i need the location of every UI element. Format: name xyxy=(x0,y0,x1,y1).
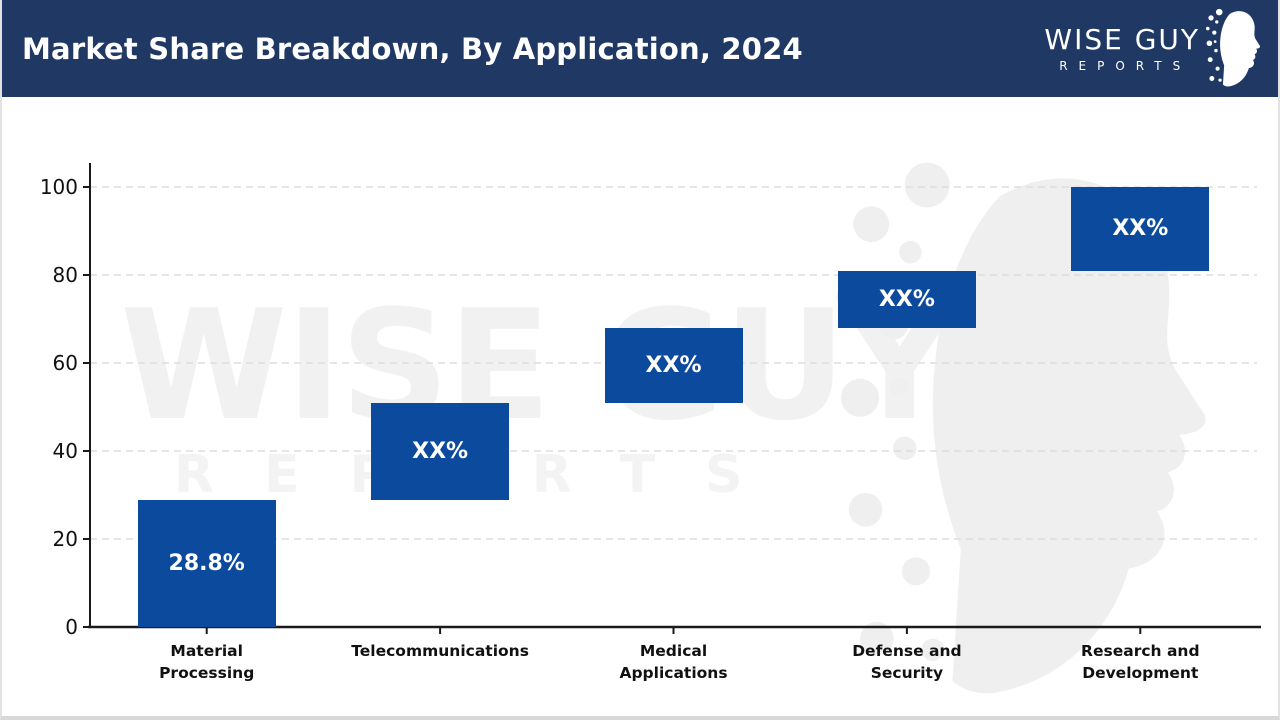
dotted-face-logo-icon xyxy=(1205,8,1260,87)
y-axis-tick-label: 0 xyxy=(65,615,78,639)
chart-area: WISE GUY REPORTS 02040608010028.8%XX%XX%… xyxy=(2,97,1278,716)
waterfall-bar: XX% xyxy=(1071,187,1210,271)
plot-layer: 0 20 40 60 80 100 28.8% XX% XX% XX% XX% Material Pr… xyxy=(2,97,1278,716)
bar-value-label: XX% xyxy=(412,438,469,464)
plot-axes xyxy=(83,163,1261,634)
header-bar: Market Share Breakdown, By Application, … xyxy=(2,0,1278,97)
x-category-label: Medical Applications xyxy=(619,642,728,682)
y-axis-tick-label: 100 xyxy=(39,175,78,199)
y-axis-tick-label: 20 xyxy=(52,527,78,551)
watermark-wordmark: WISE GUY xyxy=(120,277,955,454)
page-title: Market Share Breakdown, By Application, … xyxy=(22,31,803,66)
bar-value-label: 28.8% xyxy=(168,551,245,577)
x-category-label: Defense and Security xyxy=(852,642,962,682)
logo-text: WISE GUY REPORTS xyxy=(1044,22,1200,73)
y-axis-tick-label: 60 xyxy=(52,351,78,375)
y-axis-tick-label: 40 xyxy=(52,439,78,463)
waterfall-bar: XX% xyxy=(371,402,510,501)
x-category-label: Material Processing xyxy=(159,642,255,682)
logo-wordmark: WISE GUY xyxy=(1044,22,1200,56)
x-category-label: Telecommunications xyxy=(351,642,529,660)
bar-value-label: XX% xyxy=(645,352,702,378)
wise-guy-reports-logo: WISE GUY REPORTS xyxy=(1044,8,1266,90)
bar-value-label: XX% xyxy=(878,286,935,312)
waterfall-bar: 28.8% xyxy=(137,500,276,627)
waterfall-bar: XX% xyxy=(604,328,743,403)
y-axis-tick-label: 80 xyxy=(52,263,78,287)
x-category-label: Research and Development xyxy=(1081,642,1200,682)
waterfall-bar: XX% xyxy=(837,270,976,329)
logo-subtitle: REPORTS xyxy=(1059,58,1192,73)
bar-value-label: XX% xyxy=(1112,216,1169,242)
